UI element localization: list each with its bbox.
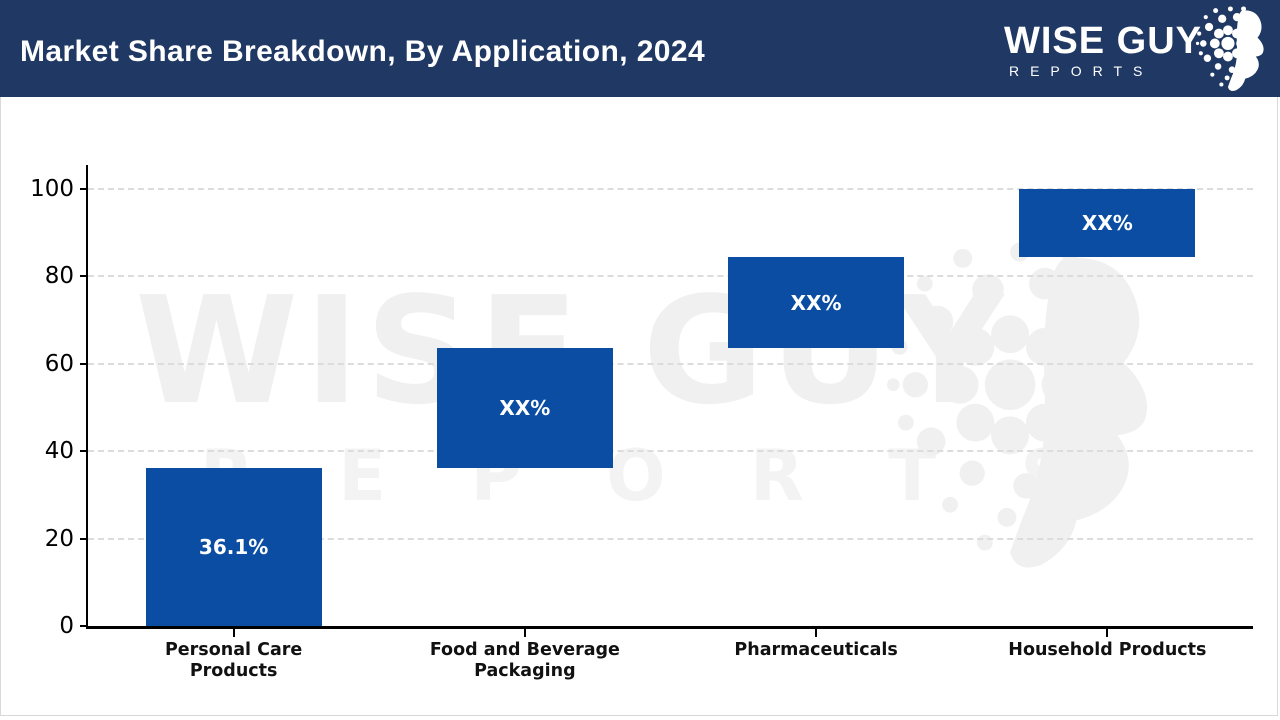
header-bar: Market Share Breakdown, By Application, … <box>0 0 1280 97</box>
x-category-label: Household Products <box>1008 640 1207 660</box>
x-axis <box>86 626 1253 629</box>
grid-line <box>88 450 1253 452</box>
x-category-label: Pharmaceuticals <box>734 640 898 660</box>
logo-subtitle: REPORTS <box>1008 62 1154 79</box>
logo-text: WISE GUY REPORTS <box>1004 22 1202 78</box>
y-tick-mark <box>80 187 88 190</box>
bar-value-label: XX% <box>790 290 842 315</box>
x-category-label: Personal Care Products <box>164 640 303 682</box>
x-tick-mark <box>232 629 235 637</box>
y-tick-label: 60 <box>44 350 74 377</box>
x-tick-mark <box>815 629 818 637</box>
y-tick-mark <box>80 625 88 627</box>
grid-line <box>88 275 1253 277</box>
y-tick-label: 40 <box>44 438 74 464</box>
bar-value-label: 36.1% <box>198 535 269 560</box>
grid-line <box>88 187 1253 190</box>
grid-line <box>88 362 1253 365</box>
x-tick-mark <box>1106 629 1109 637</box>
x-tick-mark <box>523 629 526 637</box>
y-tick-label: 100 <box>30 175 74 202</box>
y-tick-mark <box>80 537 88 540</box>
y-tick-label: 0 <box>59 613 74 639</box>
y-tick-label: 80 <box>44 263 74 289</box>
y-tick-mark <box>80 275 88 277</box>
bar-food-and-beverage-packaging: XX% <box>436 348 613 469</box>
logo-wordmark: WISE GUY <box>1003 19 1202 62</box>
y-tick-mark <box>80 450 88 452</box>
bar-pharmaceuticals: XX% <box>728 257 905 349</box>
y-tick-mark <box>80 362 88 365</box>
bar-household-products: XX% <box>1019 188 1196 258</box>
y-axis <box>86 165 88 628</box>
x-category-label: Food and Beverage Packaging <box>429 640 620 682</box>
bar-value-label: XX% <box>1081 210 1133 235</box>
page-title: Market Share Breakdown, By Application, … <box>20 34 706 68</box>
bar-personal-care-products: 36.1% <box>145 468 322 626</box>
y-tick-label: 20 <box>44 525 74 552</box>
grid-line <box>88 537 1253 540</box>
bar-value-label: XX% <box>499 396 551 421</box>
wise-guy-reports-logo: WISE GUY REPORTS <box>1004 2 1272 96</box>
